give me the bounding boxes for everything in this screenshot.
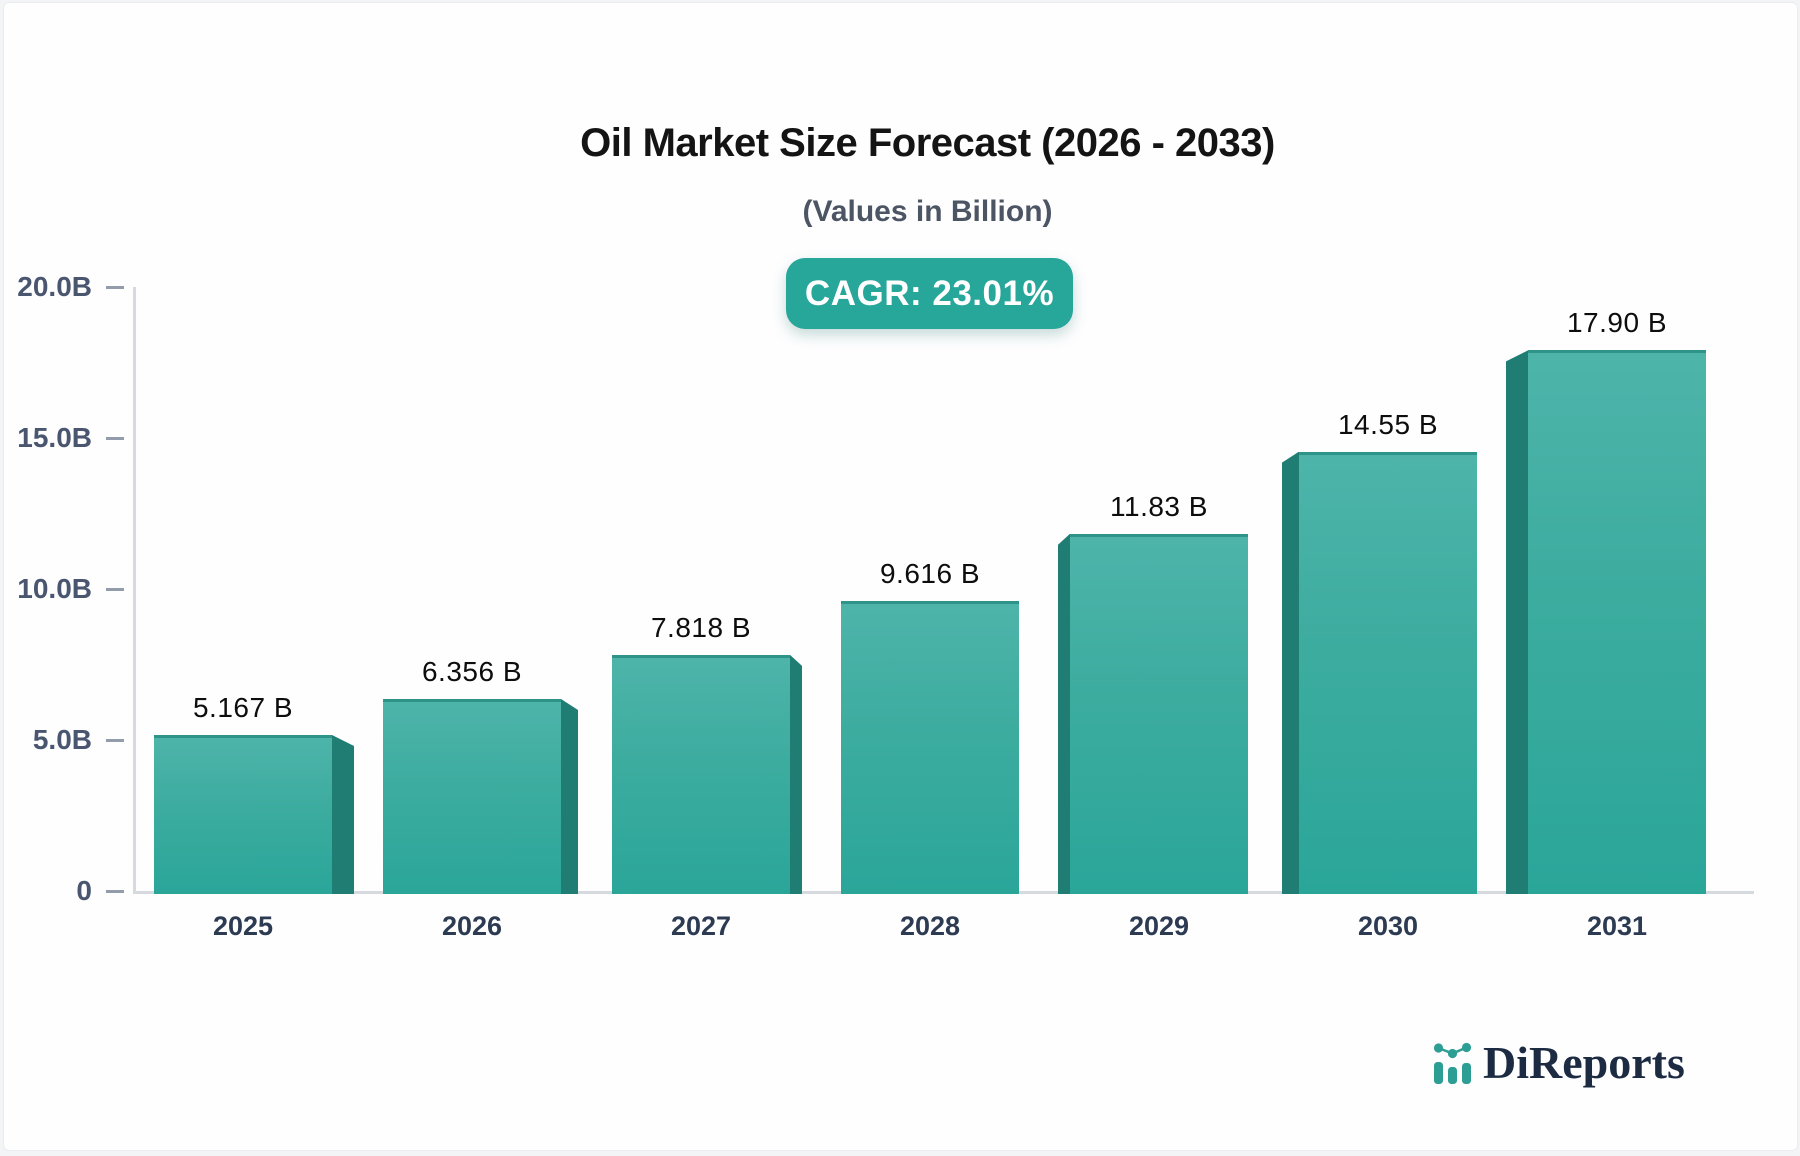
bar-side-3d: [332, 734, 354, 894]
y-tick-mark: [106, 587, 124, 591]
bar-2026: [383, 699, 561, 894]
x-axis-label: 2029: [1128, 911, 1190, 941]
x-axis-label: 2025: [212, 911, 274, 941]
x-axis-label: 2026: [441, 911, 503, 941]
logo-text: DiReports: [1483, 1037, 1685, 1088]
y-axis-line: [133, 287, 136, 894]
y-tick-label: 20.0B: [17, 271, 92, 302]
chart-subtitle: (Values in Billion): [802, 195, 1053, 228]
bar-value-label: 5.167 B: [192, 691, 294, 723]
bar-side-3d: [790, 654, 802, 894]
y-tick-mark: [106, 738, 124, 742]
bar-2031: [1528, 350, 1706, 894]
logo: DiReports: [1432, 1040, 1685, 1086]
bar-2028: [841, 600, 1019, 894]
bar-side-3d: [1058, 533, 1070, 894]
bar-side-3d: [1506, 350, 1528, 894]
x-axis-label: 2030: [1357, 911, 1419, 941]
y-tick-mark: [106, 436, 124, 440]
bar-2027: [612, 654, 790, 894]
y-tick-mark: [106, 285, 124, 289]
bar-value-label: 6.356 B: [421, 656, 523, 688]
y-tick-label: 15.0B: [17, 422, 92, 453]
bar-value-label: 14.55 B: [1337, 408, 1439, 440]
bar-side-3d: [1282, 451, 1299, 894]
y-tick-label: 0: [76, 875, 92, 906]
cagr-badge: CAGR: 23.01%: [786, 258, 1073, 329]
bar-value-label: 7.818 B: [650, 611, 752, 643]
bar-value-label: 9.616 B: [879, 557, 981, 589]
bar-2029: [1070, 533, 1248, 894]
y-tick-mark: [106, 889, 124, 893]
bar-2030: [1299, 451, 1477, 894]
bar-value-label: 17.90 B: [1566, 307, 1668, 339]
bar-side-3d: [561, 699, 578, 894]
bar-2025: [154, 734, 332, 894]
x-axis-label: 2031: [1586, 911, 1648, 941]
chart-title: Oil Market Size Forecast (2026 - 2033): [580, 121, 1275, 165]
bar-value-label: 11.83 B: [1110, 490, 1208, 522]
x-axis-label: 2028: [899, 911, 961, 941]
y-tick-label: 10.0B: [17, 573, 92, 604]
card: Oil Market Size Forecast (2026 - 2033) (…: [3, 2, 1798, 1151]
x-axis-label: 2027: [670, 911, 732, 941]
mini-bar-line-chart-icon: [1433, 1042, 1472, 1084]
y-tick-label: 5.0B: [32, 724, 92, 755]
